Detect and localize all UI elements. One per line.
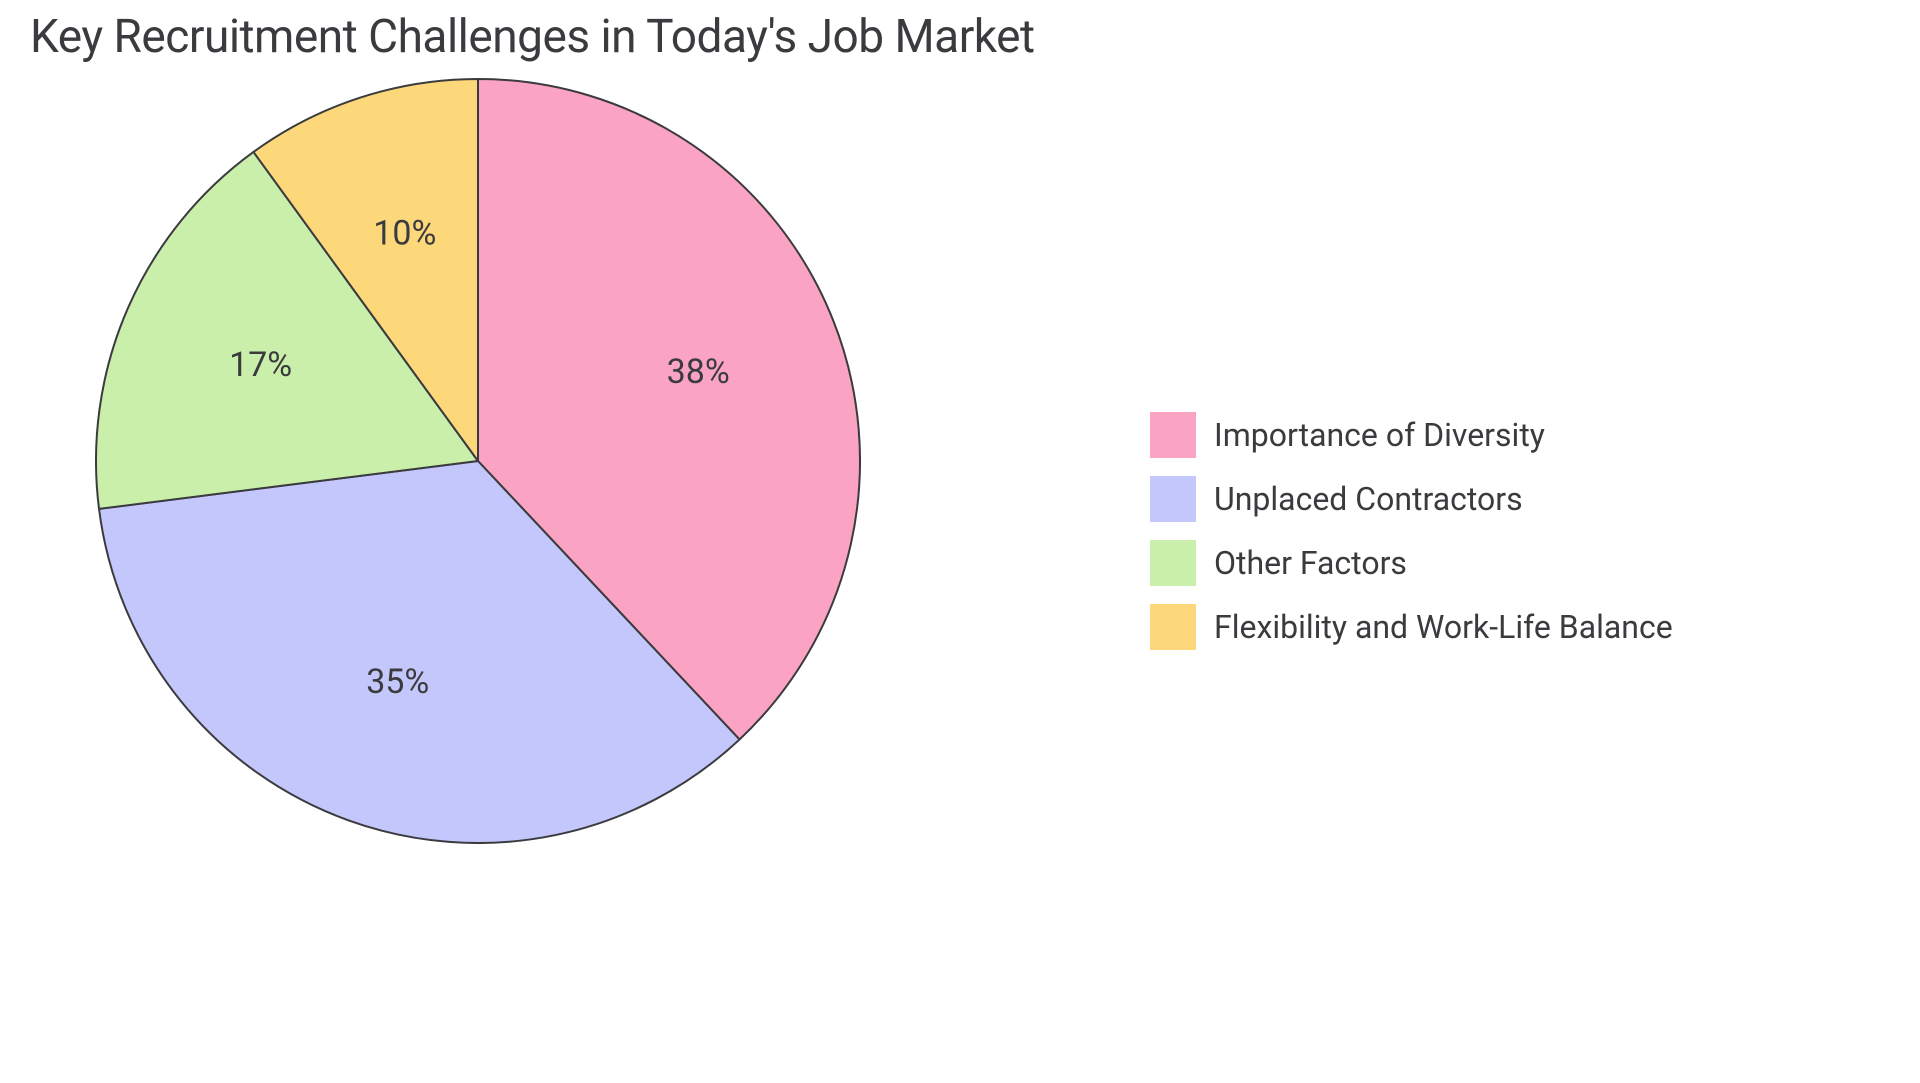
legend-label: Flexibility and Work-Life Balance [1214,608,1673,646]
slice-label: 35% [366,662,429,702]
chart-title: Key Recruitment Challenges in Today's Jo… [30,10,1035,64]
slice-label: 10% [373,214,436,254]
legend-item: Flexibility and Work-Life Balance [1150,604,1673,650]
legend-swatch [1150,540,1196,586]
pie-svg: 38% 35% 17% 10% [95,78,861,844]
legend-label: Unplaced Contractors [1214,480,1523,518]
legend-item: Unplaced Contractors [1150,476,1673,522]
legend-swatch [1150,412,1196,458]
pie-chart: 38% 35% 17% 10% [95,78,861,844]
legend-swatch [1150,604,1196,650]
slice-label: 17% [229,345,292,385]
legend-item: Other Factors [1150,540,1673,586]
legend-label: Importance of Diversity [1214,416,1545,454]
slice-label: 38% [667,352,730,392]
legend-item: Importance of Diversity [1150,412,1673,458]
legend-swatch [1150,476,1196,522]
legend: Importance of Diversity Unplaced Contract… [1150,412,1673,668]
legend-label: Other Factors [1214,544,1407,582]
